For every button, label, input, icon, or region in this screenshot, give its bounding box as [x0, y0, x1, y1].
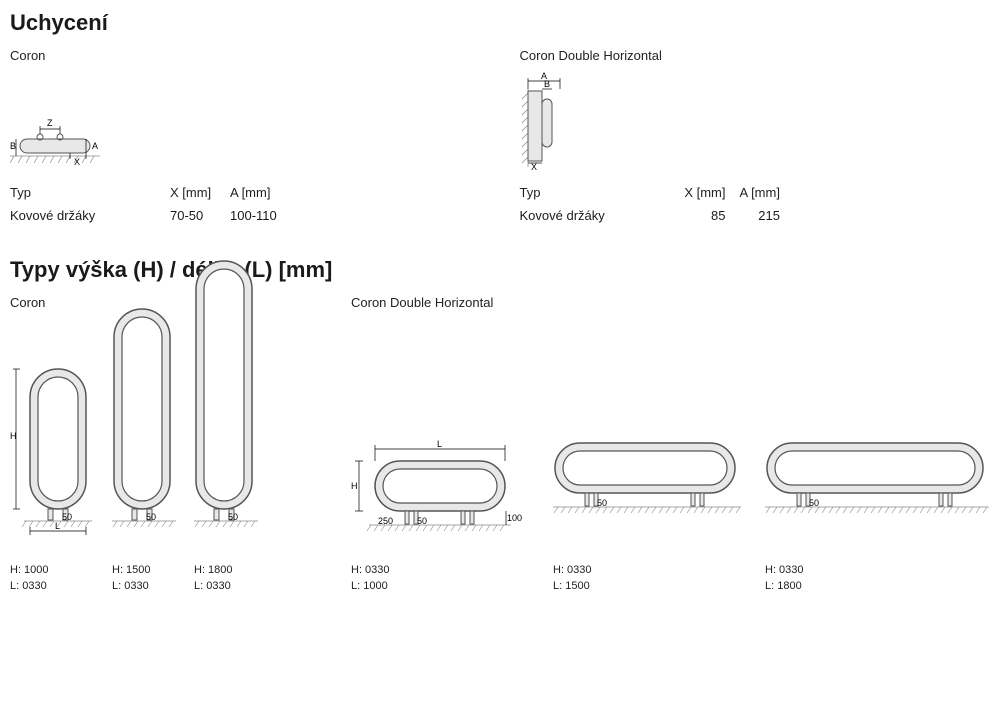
- svg-text:100: 100: [507, 513, 522, 523]
- vertical-shape-item: 50 H: 1500L: 0330: [112, 305, 180, 594]
- horizontal-oval-shape: 50: [553, 439, 741, 545]
- section-mounting-title: Uchycení: [10, 10, 989, 36]
- horizontal-oval-shape: 50: [765, 439, 989, 545]
- shape-labels: H: 0330L: 1800: [765, 563, 804, 594]
- coron-subtitle: Coron: [10, 48, 480, 63]
- shape-labels: H: 1500L: 0330: [112, 563, 151, 594]
- td-a: 100-110: [230, 204, 291, 227]
- vertical-oval-shape: 50: [194, 257, 262, 545]
- svg-text:B: B: [544, 79, 550, 89]
- mounting-col-coron-double: Coron Double Horizontal A B: [520, 48, 990, 227]
- th-a: A [mm]: [230, 181, 291, 204]
- td-x: 70-50: [170, 204, 230, 227]
- shape-labels: H: 0330L: 1000: [351, 563, 390, 594]
- vertical-shape-item: 50 H: 1800L: 0330: [194, 257, 262, 594]
- horizontal-shapes-row: L H 250 100 50 H: 0330L: 1000 50 H: 0330L:…: [351, 318, 989, 594]
- th-x: X [mm]: [170, 181, 230, 204]
- horizontal-shape-item: L H 250 100 50 H: 0330L: 1000: [351, 439, 529, 594]
- coron-double-subtitle: Coron Double Horizontal: [520, 48, 990, 63]
- horizontal-oval-shape: L H 250 100 50: [351, 439, 529, 545]
- svg-text:X: X: [531, 162, 537, 171]
- section-types-title: Typy výška (H) / délka (L) [mm]: [10, 257, 989, 283]
- svg-text:50: 50: [228, 512, 238, 522]
- td-typ: Kovové držáky: [520, 204, 680, 227]
- svg-text:A: A: [92, 141, 98, 151]
- svg-text:L: L: [437, 439, 442, 449]
- th-typ: Typ: [520, 181, 680, 204]
- svg-text:L: L: [55, 521, 60, 531]
- vertical-shapes-row: H L50 H: 1000L: 0330 50 H: 1500L: 0330 5…: [10, 318, 311, 594]
- coron-mount-diagram: Z B X A: [10, 71, 480, 171]
- types-coron-double-subtitle: Coron Double Horizontal: [351, 295, 989, 310]
- svg-text:Z: Z: [47, 118, 53, 128]
- th-typ: Typ: [10, 181, 170, 204]
- coron-spec-table: Typ X [mm] A [mm] Kovové držáky 70-50 10…: [10, 181, 291, 227]
- coron-double-spec-table: Typ X [mm] A [mm] Kovové držáky 85 215: [520, 181, 794, 227]
- shape-labels: H: 1800L: 0330: [194, 563, 233, 594]
- vertical-oval-shape: 50: [112, 305, 180, 545]
- vertical-oval-shape: H L50: [10, 365, 98, 545]
- types-row: Coron H L50 H: 1000L: 0330 50 H: 1500L:: [10, 295, 989, 594]
- svg-text:50: 50: [597, 498, 607, 508]
- td-x: 85: [680, 204, 740, 227]
- svg-text:50: 50: [146, 512, 156, 522]
- svg-text:X: X: [74, 157, 80, 167]
- th-a: A [mm]: [740, 181, 794, 204]
- shape-labels: H: 0330L: 1500: [553, 563, 592, 594]
- svg-text:50: 50: [62, 512, 72, 522]
- types-col-coron: Coron H L50 H: 1000L: 0330 50 H: 1500L:: [10, 295, 311, 594]
- shape-labels: H: 1000L: 0330: [10, 563, 49, 594]
- mounting-row: Coron Z B X: [10, 48, 989, 227]
- svg-text:50: 50: [809, 498, 819, 508]
- types-section: Typy výška (H) / délka (L) [mm] Coron H …: [10, 257, 989, 594]
- vertical-shape-item: H L50 H: 1000L: 0330: [10, 365, 98, 594]
- mounting-col-coron: Coron Z B X: [10, 48, 480, 227]
- svg-text:B: B: [10, 141, 16, 151]
- types-col-coron-double: Coron Double Horizontal L H 250 100 50 H: …: [351, 295, 989, 594]
- svg-text:50: 50: [417, 516, 427, 526]
- td-typ: Kovové držáky: [10, 204, 170, 227]
- horizontal-shape-item: 50 H: 0330L: 1800: [765, 439, 989, 594]
- coron-double-mount-diagram: A B X: [520, 71, 990, 171]
- svg-text:H: H: [10, 431, 17, 441]
- td-a: 215: [740, 204, 794, 227]
- horizontal-shape-item: 50 H: 0330L: 1500: [553, 439, 741, 594]
- svg-text:250: 250: [378, 516, 393, 526]
- svg-text:H: H: [351, 481, 358, 491]
- th-x: X [mm]: [680, 181, 740, 204]
